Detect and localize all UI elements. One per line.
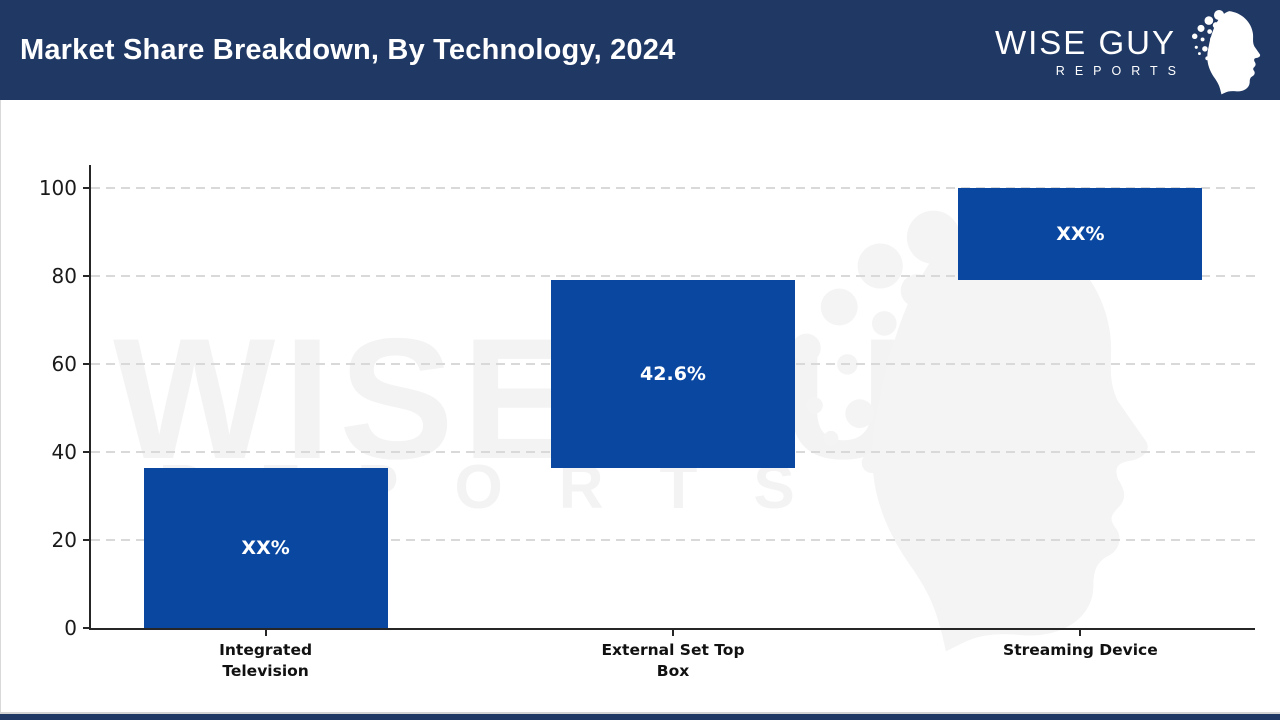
bottom-divider [0, 712, 1280, 714]
y-tick-label: 40 [51, 440, 77, 464]
y-tick-mark [83, 451, 91, 453]
header: Market Share Breakdown, By Technology, 2… [0, 0, 1280, 100]
x-tick-mark [1079, 628, 1082, 636]
y-tick-label: 80 [51, 264, 77, 288]
gridline-y100 [91, 187, 1255, 189]
bar-value-label: XX% [1056, 223, 1105, 246]
chart-area: WISE GUY REPORTS 0 20 40 60 80 100 XX% Integrat… [0, 100, 1280, 714]
plot-area: 0 20 40 60 80 100 XX% Integrated Television 42.6%… [39, 165, 1255, 680]
y-tick-mark [83, 539, 91, 541]
bar-value-label: 42.6% [640, 363, 706, 386]
y-tick-mark [83, 275, 91, 277]
gridline-y80 [91, 275, 1255, 277]
page-title: Market Share Breakdown, By Technology, 2… [20, 33, 676, 66]
bar-2: 42.6% [551, 280, 795, 468]
logo-wordmark: WISE GUY [994, 24, 1176, 62]
bar-3: XX% [958, 188, 1203, 281]
y-tick-label: 0 [64, 616, 77, 640]
logo-subtext: REPORTS [1055, 63, 1186, 78]
logo-head-icon [1180, 8, 1266, 96]
x-tick-mark [264, 628, 267, 636]
y-tick-label: 60 [51, 352, 77, 376]
gridline-y20 [91, 539, 1255, 541]
brand-logo: WISE GUY REPORTS [995, 8, 1266, 96]
x-tick-mark [672, 628, 674, 636]
bar-1: XX% [143, 467, 388, 628]
category-label-1: Integrated Television [219, 641, 313, 680]
y-tick-mark [83, 627, 91, 629]
category-label-3: Streaming Device [1003, 641, 1158, 659]
logo-text: WISE GUY REPORTS [995, 26, 1176, 78]
footer-bar [0, 714, 1280, 720]
y-tick-label: 20 [51, 528, 77, 552]
bar-value-label: XX% [241, 536, 290, 559]
y-tick-mark [83, 187, 91, 189]
category-label-2: External Set Top Box [601, 641, 745, 680]
y-tick-mark [83, 363, 91, 365]
y-tick-label: 100 [38, 176, 77, 200]
